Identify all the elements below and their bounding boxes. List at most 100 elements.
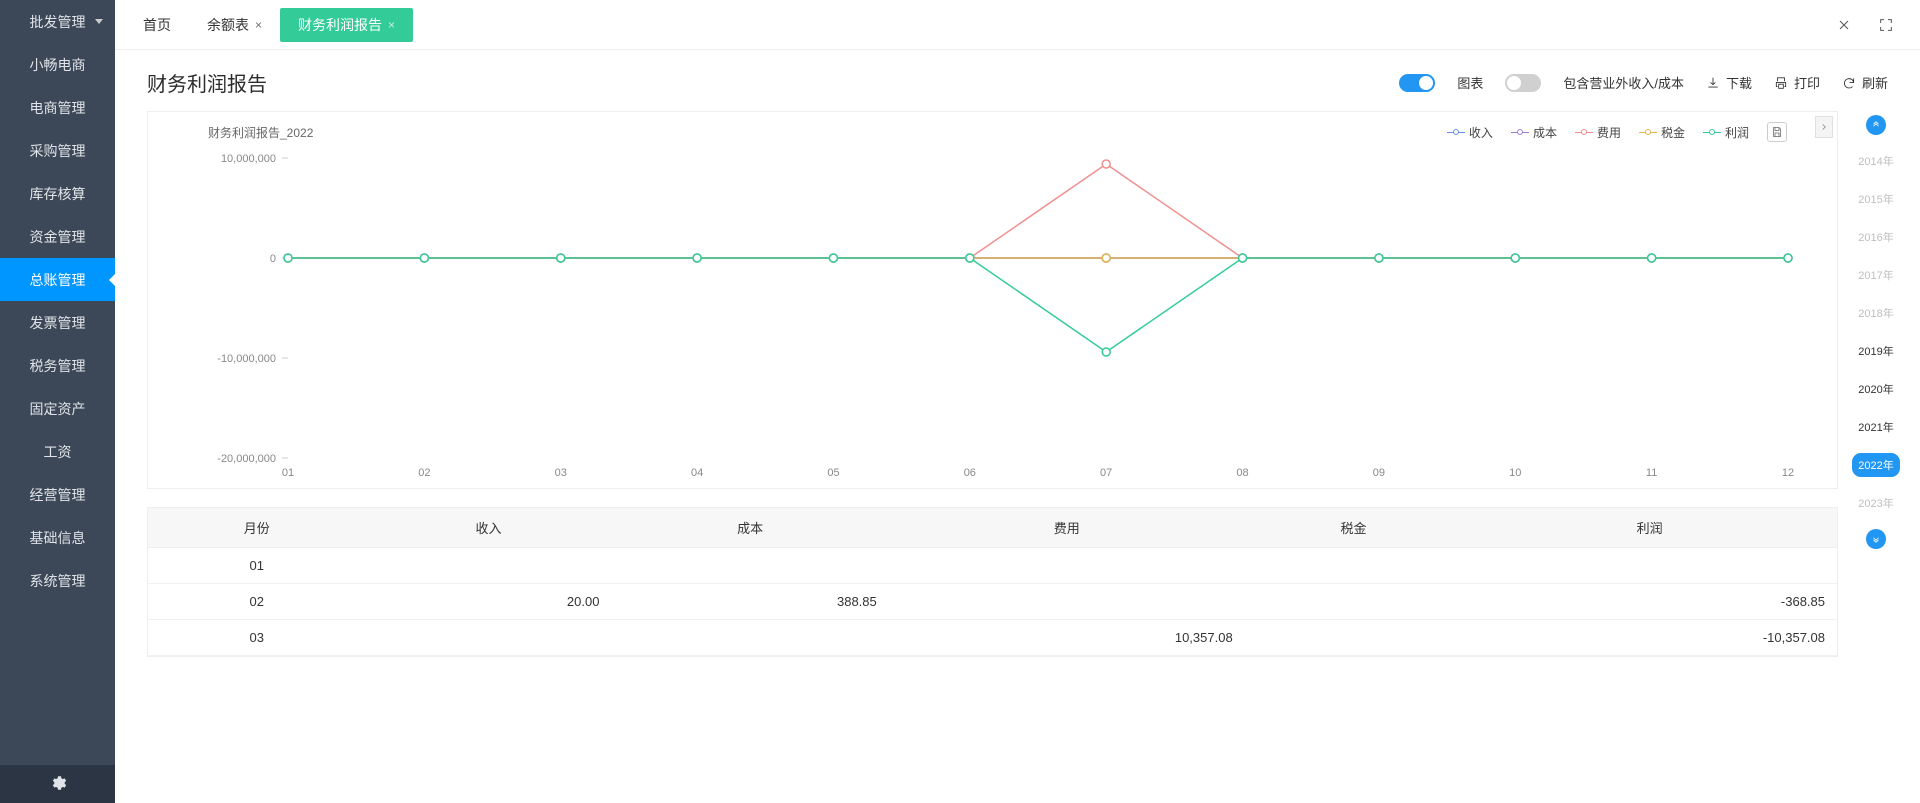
sidebar-item-0[interactable]: 批发管理 bbox=[0, 0, 115, 43]
legend-item-income[interactable]: 收入 bbox=[1447, 124, 1493, 141]
sidebar-item-6[interactable]: 总账管理 bbox=[0, 258, 115, 301]
chart-title: 财务利润报告_2022 bbox=[208, 124, 313, 141]
year-option[interactable]: 2019年 bbox=[1852, 339, 1899, 363]
sidebar-item-11[interactable]: 经营管理 bbox=[0, 473, 115, 516]
table-row: 03 10,357.08 -10,357.08 bbox=[148, 620, 1837, 656]
svg-text:06: 06 bbox=[964, 467, 976, 479]
svg-text:01: 01 bbox=[282, 467, 294, 479]
fullscreen-icon[interactable] bbox=[1872, 11, 1900, 39]
svg-text:0: 0 bbox=[270, 253, 276, 265]
table-cell: 01 bbox=[148, 548, 366, 584]
chart-collapse-handle[interactable] bbox=[1815, 116, 1833, 138]
table-cell bbox=[1462, 548, 1837, 584]
table-cell bbox=[889, 548, 1245, 584]
table-row: 01 bbox=[148, 548, 1837, 584]
chart-save-icon[interactable] bbox=[1767, 122, 1787, 142]
sidebar-item-12[interactable]: 基础信息 bbox=[0, 516, 115, 559]
year-option[interactable]: 2021年 bbox=[1852, 415, 1899, 439]
table-cell bbox=[366, 548, 612, 584]
table-header: 月份 bbox=[148, 508, 366, 548]
refresh-button[interactable]: 刷新 bbox=[1842, 73, 1888, 92]
svg-text:03: 03 bbox=[555, 467, 567, 479]
table-header: 成本 bbox=[611, 508, 888, 548]
tab-0[interactable]: 首页 bbox=[125, 0, 189, 50]
chart-card: 财务利润报告_2022 收入 成本 费用 税金 利润 10,000,000 0 -10,00… bbox=[147, 111, 1838, 489]
chart-legend: 收入 成本 费用 税金 利润 bbox=[1447, 122, 1787, 142]
print-button[interactable]: 打印 bbox=[1774, 73, 1820, 92]
page-header: 财务利润报告 图表 包含营业外收入/成本 下载 打印 刷新 bbox=[115, 50, 1920, 111]
svg-text:05: 05 bbox=[827, 467, 839, 479]
sidebar-item-5[interactable]: 资金管理 bbox=[0, 215, 115, 258]
tab-1[interactable]: 余额表× bbox=[189, 0, 280, 50]
sidebar-item-9[interactable]: 固定资产 bbox=[0, 387, 115, 430]
chart-toggle[interactable] bbox=[1399, 74, 1435, 92]
table-header: 税金 bbox=[1245, 508, 1463, 548]
table-row: 0220.00388.85 -368.85 bbox=[148, 584, 1837, 620]
table-cell: 388.85 bbox=[611, 584, 888, 620]
year-option: 2015年 bbox=[1852, 187, 1899, 211]
year-option[interactable]: 2022年 bbox=[1852, 453, 1899, 477]
year-option: 2014年 bbox=[1852, 149, 1899, 173]
legend-item-expense[interactable]: 费用 bbox=[1575, 124, 1621, 141]
data-table: 月份收入成本费用税金利润 010220.00388.85 -368.85 03 10,3… bbox=[147, 507, 1838, 657]
sidebar-item-13[interactable]: 系统管理 bbox=[0, 559, 115, 602]
page-title: 财务利润报告 bbox=[147, 68, 267, 97]
gear-icon bbox=[49, 774, 67, 795]
table-cell bbox=[889, 584, 1245, 620]
svg-text:10: 10 bbox=[1509, 467, 1521, 479]
table-header: 收入 bbox=[366, 508, 612, 548]
sidebar-item-10[interactable]: 工资 bbox=[0, 430, 115, 473]
legend-item-profit[interactable]: 利润 bbox=[1703, 124, 1749, 141]
year-option: 2023年 bbox=[1852, 491, 1899, 515]
sidebar-item-3[interactable]: 采购管理 bbox=[0, 129, 115, 172]
tab-close-icon[interactable]: × bbox=[255, 18, 262, 32]
svg-text:-20,000,000: -20,000,000 bbox=[217, 453, 276, 465]
svg-text:09: 09 bbox=[1373, 467, 1385, 479]
table-cell bbox=[1245, 620, 1463, 656]
table-cell: -10,357.08 bbox=[1462, 620, 1837, 656]
tab-bar: 首页余额表×财务利润报告× bbox=[115, 0, 1920, 50]
svg-text:07: 07 bbox=[1100, 467, 1112, 479]
year-option: 2016年 bbox=[1852, 225, 1899, 249]
chart-toggle-label: 图表 bbox=[1457, 73, 1483, 92]
year-selector: 2014年2015年2016年2017年2018年2019年2020年2021年… bbox=[1852, 111, 1900, 795]
main: 首页余额表×财务利润报告× 财务利润报告 图表 包含营业外收入/成本 bbox=[115, 0, 1920, 803]
table-cell: 02 bbox=[148, 584, 366, 620]
table-cell bbox=[1245, 584, 1463, 620]
tab-label: 首页 bbox=[143, 15, 171, 35]
svg-text:11: 11 bbox=[1646, 467, 1657, 479]
svg-text:02: 02 bbox=[418, 467, 430, 479]
sidebar-item-8[interactable]: 税务管理 bbox=[0, 344, 115, 387]
svg-text:-10,000,000: -10,000,000 bbox=[217, 353, 276, 365]
settings-button[interactable] bbox=[0, 765, 115, 803]
table-header: 费用 bbox=[889, 508, 1245, 548]
svg-text:10,000,000: 10,000,000 bbox=[221, 153, 276, 165]
table-cell: 20.00 bbox=[366, 584, 612, 620]
legend-item-tax[interactable]: 税金 bbox=[1639, 124, 1685, 141]
table-cell: -368.85 bbox=[1462, 584, 1837, 620]
year-option: 2017年 bbox=[1852, 263, 1899, 287]
table-header: 利润 bbox=[1462, 508, 1837, 548]
table-cell bbox=[366, 620, 612, 656]
close-icon[interactable] bbox=[1830, 11, 1858, 39]
year-scroll-up[interactable] bbox=[1866, 115, 1886, 135]
profit-line-chart: 10,000,000 0 -10,000,000 -20,000,000 01 02 03 0… bbox=[158, 122, 1818, 482]
svg-text:04: 04 bbox=[691, 467, 703, 479]
legend-item-cost[interactable]: 成本 bbox=[1511, 124, 1557, 141]
svg-text:12: 12 bbox=[1782, 467, 1794, 479]
sidebar-item-1[interactable]: 小畅电商 bbox=[0, 43, 115, 86]
include-extra-toggle[interactable] bbox=[1505, 74, 1541, 92]
table-cell: 10,357.08 bbox=[889, 620, 1245, 656]
table-cell: 03 bbox=[148, 620, 366, 656]
sidebar-item-4[interactable]: 库存核算 bbox=[0, 172, 115, 215]
year-option[interactable]: 2020年 bbox=[1852, 377, 1899, 401]
tab-close-icon[interactable]: × bbox=[388, 18, 395, 32]
year-scroll-down[interactable] bbox=[1866, 529, 1886, 549]
svg-text:08: 08 bbox=[1236, 467, 1248, 479]
sidebar-item-2[interactable]: 电商管理 bbox=[0, 86, 115, 129]
sidebar: 批发管理小畅电商电商管理采购管理库存核算资金管理总账管理发票管理税务管理固定资产… bbox=[0, 0, 115, 803]
sidebar-item-7[interactable]: 发票管理 bbox=[0, 301, 115, 344]
include-extra-label: 包含营业外收入/成本 bbox=[1563, 73, 1684, 92]
tab-2[interactable]: 财务利润报告× bbox=[280, 8, 413, 42]
download-button[interactable]: 下载 bbox=[1706, 73, 1752, 92]
